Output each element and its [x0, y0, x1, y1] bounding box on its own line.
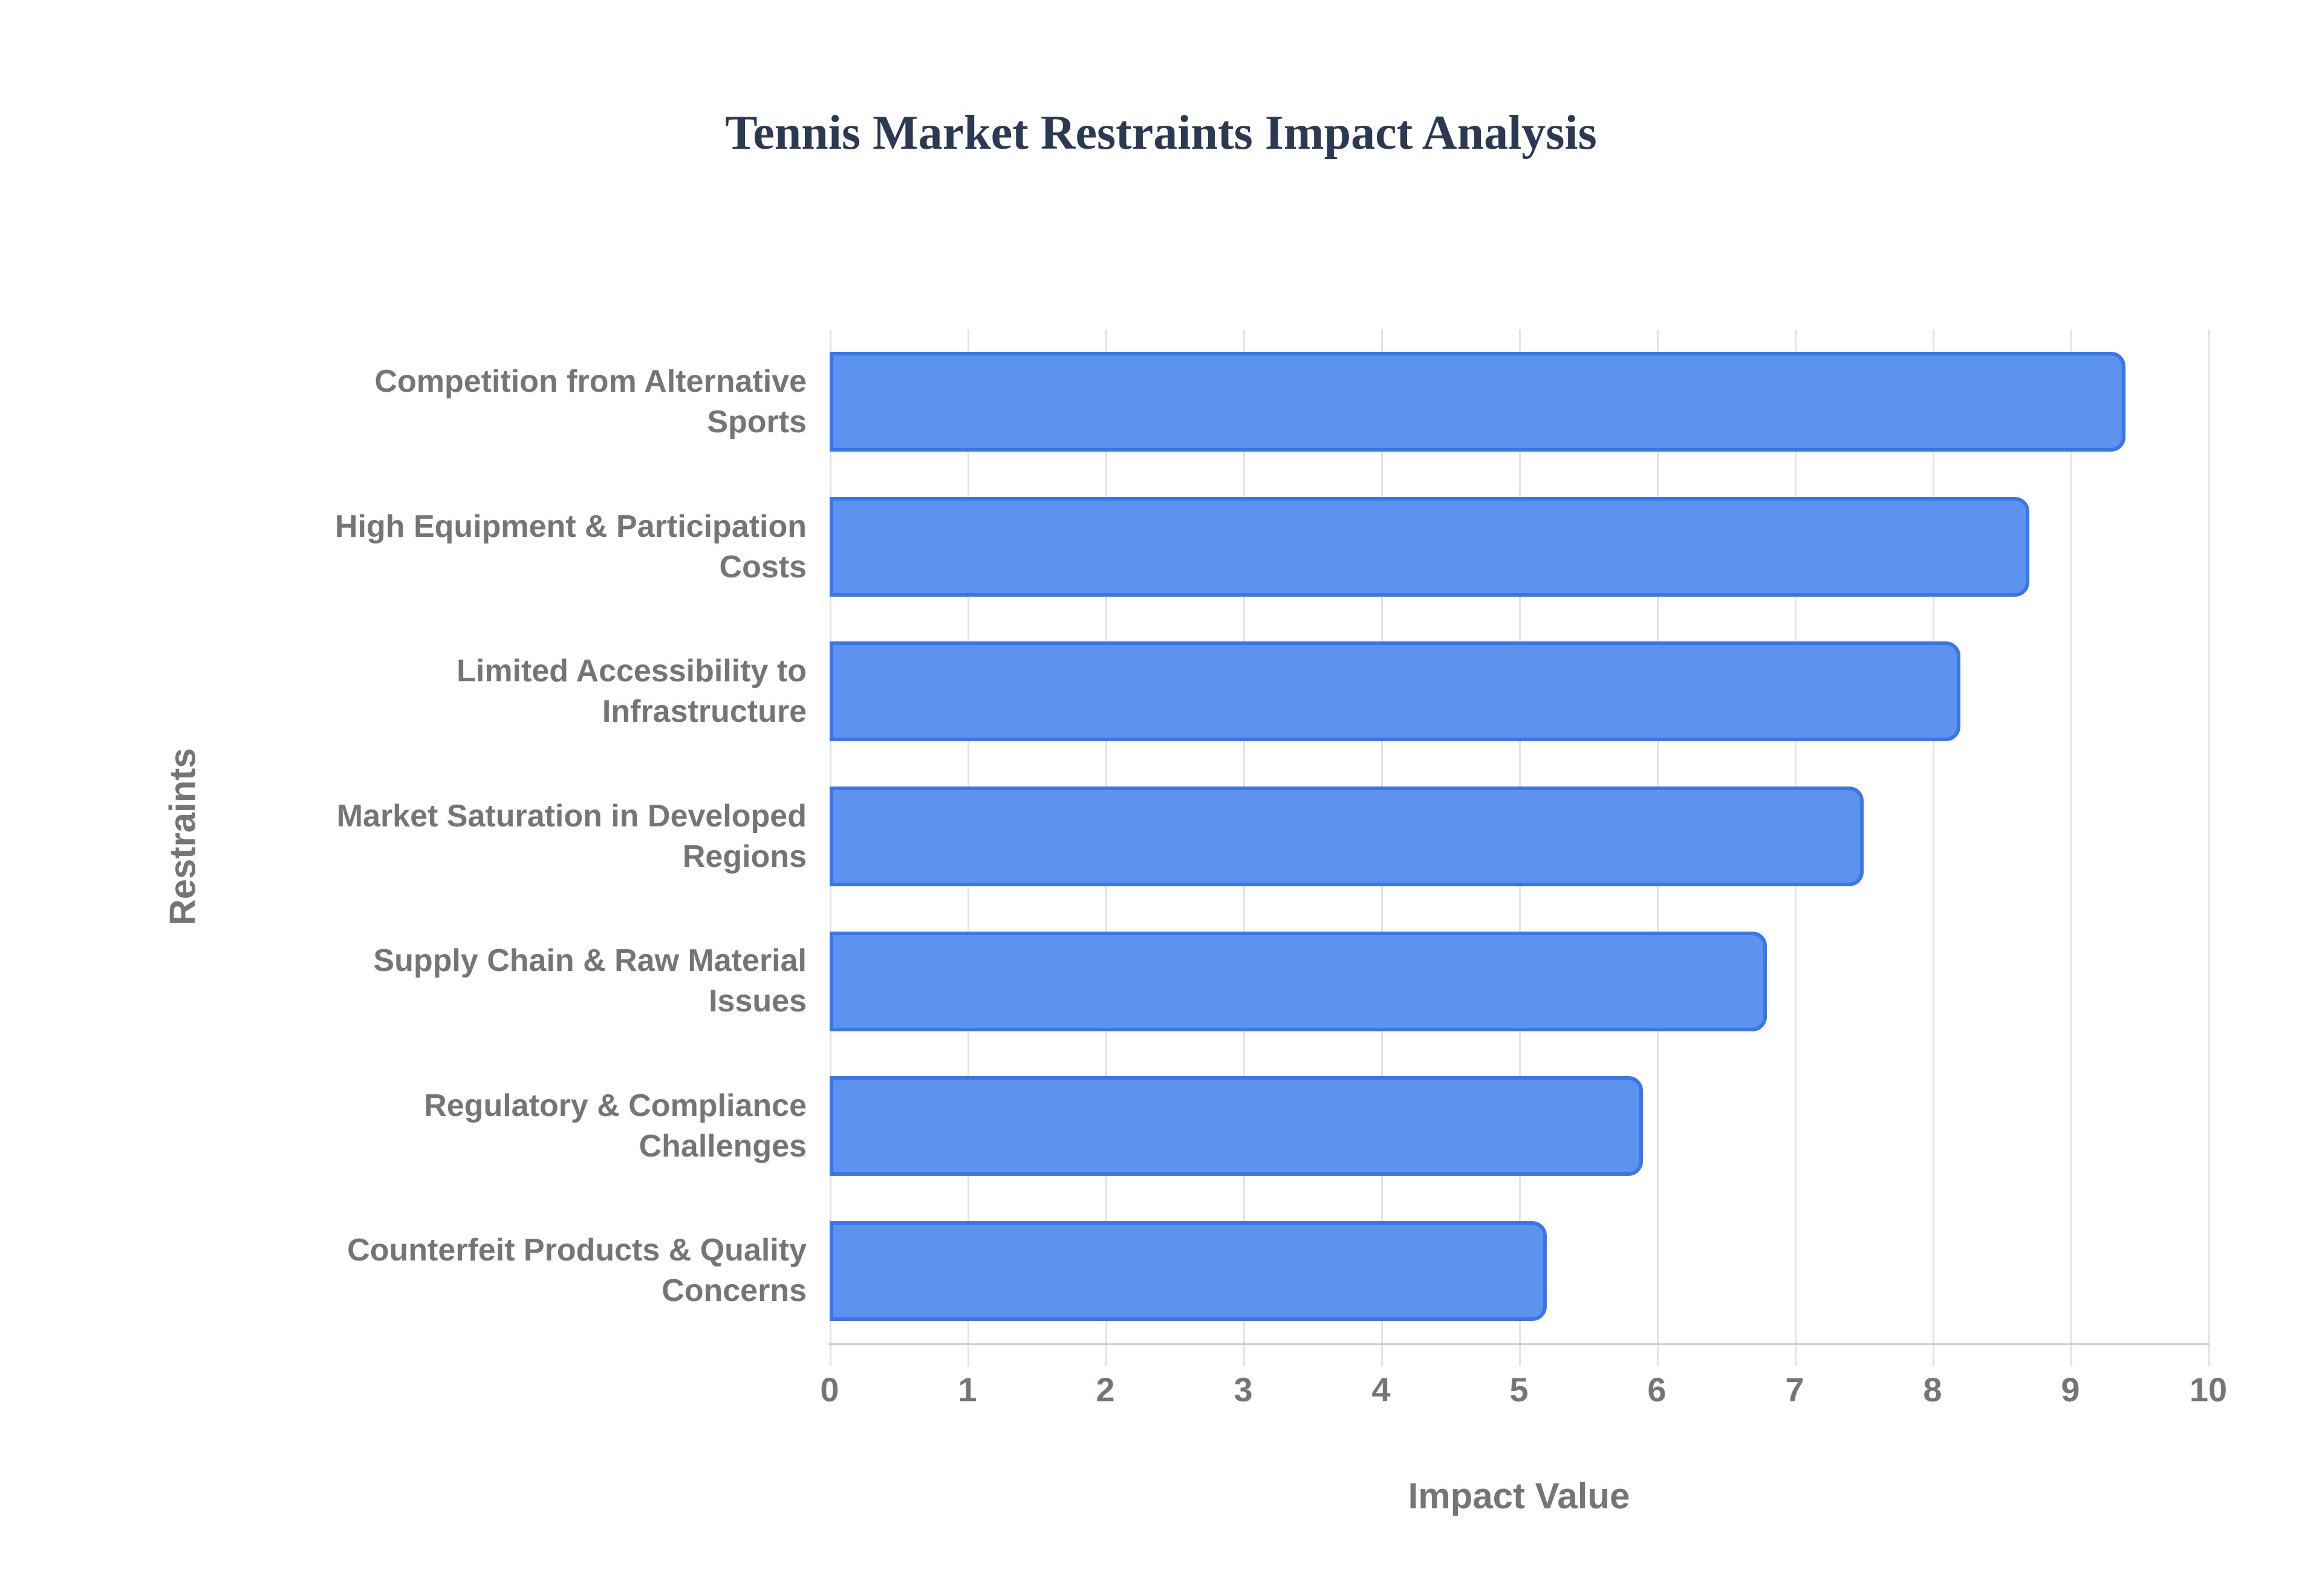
x-tick-label-9: 9 [2061, 1371, 2080, 1409]
category-label-2: Limited Accessibility to Infrastructure [457, 654, 807, 729]
plot-area [828, 329, 2210, 1366]
gridline-x-8 [1933, 329, 1934, 1343]
tickmark-x-9 [2070, 1343, 2072, 1366]
x-tick-label-0: 0 [820, 1371, 839, 1409]
tickmark-x-10 [2208, 1343, 2210, 1366]
bar-2[interactable] [830, 641, 1960, 741]
tickmark-x-4 [1381, 1343, 1383, 1366]
tickmark-x-7 [1795, 1343, 1797, 1366]
bar-1[interactable] [830, 497, 2029, 597]
x-tick-label-4: 4 [1371, 1371, 1391, 1409]
bar-6[interactable] [830, 1221, 1547, 1321]
bar-0[interactable] [830, 352, 2125, 452]
x-tick-label-7: 7 [1785, 1371, 1804, 1409]
category-label-1: High Equipment & Participation Costs [334, 509, 807, 585]
tickmark-x-5 [1519, 1343, 1521, 1366]
tickmark-x-2 [1105, 1343, 1107, 1366]
category-label-6: Counterfeit Products & Quality Concerns [347, 1233, 807, 1308]
tickmark-x-1 [968, 1343, 969, 1366]
x-tick-label-2: 2 [1096, 1371, 1115, 1409]
gridline-x-10 [2208, 329, 2210, 1343]
category-label-3: Market Saturation in Developed Regions [336, 799, 807, 874]
x-tick-label-5: 5 [1509, 1371, 1529, 1409]
x-axis-line [828, 1343, 2210, 1345]
tickmark-x-8 [1933, 1343, 1934, 1366]
chart-title: Tennis Market Restraints Impact Analysis [725, 106, 1597, 160]
category-label-5: Regulatory & Compliance Challenges [424, 1088, 807, 1164]
category-label-0: Competition from Alternative Sports [374, 364, 807, 440]
x-tick-label-10: 10 [2189, 1371, 2228, 1409]
tickmark-x-3 [1243, 1343, 1245, 1366]
x-tick-label-3: 3 [1234, 1371, 1253, 1409]
bar-5[interactable] [830, 1076, 1643, 1176]
x-tick-label-1: 1 [958, 1371, 977, 1409]
gridline-x-9 [2070, 329, 2072, 1343]
tickmark-x-0 [830, 1343, 831, 1366]
category-label-4: Supply Chain & Raw Material Issues [373, 943, 807, 1019]
x-axis-title: Impact Value [1408, 1476, 1630, 1516]
x-tick-label-8: 8 [1923, 1371, 1942, 1409]
bar-3[interactable] [830, 787, 1864, 886]
y-axis-title-text: Restraints [162, 748, 203, 926]
tickmark-x-6 [1657, 1343, 1659, 1366]
bar-4[interactable] [830, 932, 1767, 1031]
x-tick-label-6: 6 [1647, 1371, 1667, 1409]
